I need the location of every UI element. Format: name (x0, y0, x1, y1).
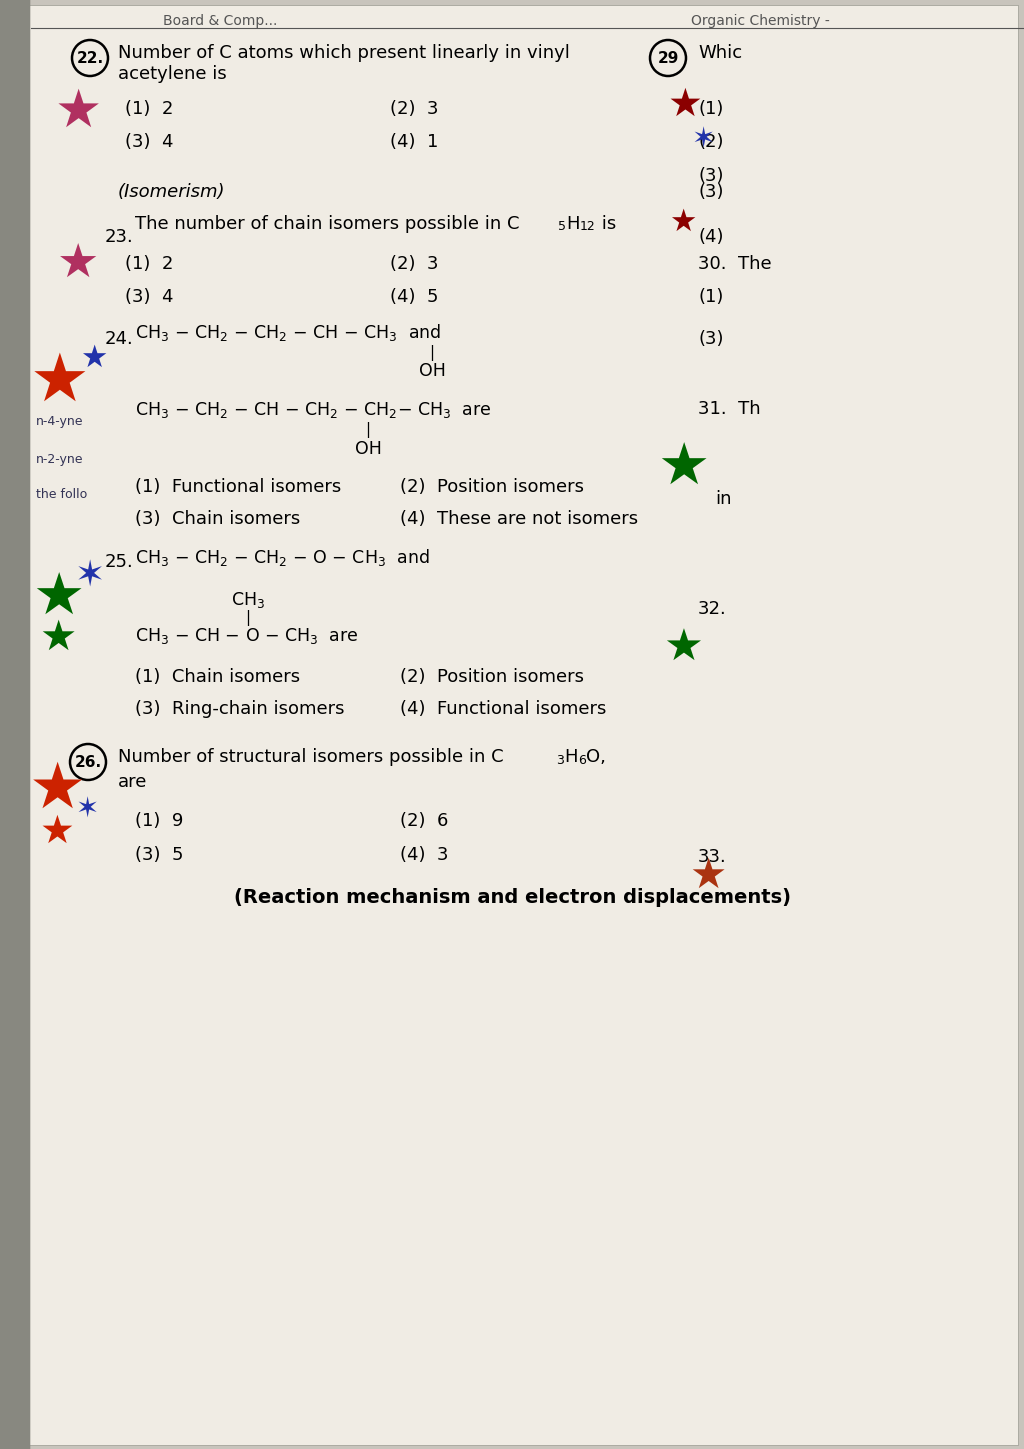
Text: ★: ★ (664, 626, 702, 669)
Text: (2)  3: (2) 3 (390, 255, 438, 272)
Text: (1): (1) (698, 100, 723, 117)
Text: 5: 5 (558, 220, 566, 233)
Text: 6: 6 (578, 753, 586, 767)
Text: Whic: Whic (698, 43, 742, 62)
Text: 24.: 24. (105, 330, 134, 348)
Text: (3)  4: (3) 4 (125, 288, 173, 306)
Text: 32.: 32. (698, 600, 727, 619)
FancyBboxPatch shape (28, 4, 1018, 1445)
Text: is: is (596, 214, 616, 233)
Text: (4)  These are not isomers: (4) These are not isomers (400, 510, 638, 527)
Text: 31.  Th: 31. Th (698, 400, 761, 417)
Text: |: | (366, 422, 371, 438)
Text: (2)  3: (2) 3 (390, 100, 438, 117)
Text: n-2-yne: n-2-yne (36, 454, 84, 467)
Text: CH$_3$: CH$_3$ (231, 590, 265, 610)
Text: ★: ★ (32, 569, 84, 626)
Text: (3)  Ring-chain isomers: (3) Ring-chain isomers (135, 700, 344, 719)
Text: ✶: ✶ (76, 796, 98, 824)
Text: 26.: 26. (75, 755, 101, 769)
Text: ★: ★ (29, 759, 86, 822)
Text: ✶: ✶ (691, 126, 715, 154)
Text: ★: ★ (668, 85, 702, 125)
Text: (4)  Functional isomers: (4) Functional isomers (400, 700, 606, 719)
Text: ★: ★ (30, 349, 90, 414)
Text: ✶: ✶ (75, 559, 105, 593)
Text: (3): (3) (698, 330, 724, 348)
Text: Number of structural isomers possible in C: Number of structural isomers possible in… (118, 748, 504, 767)
Text: 33.: 33. (698, 848, 727, 867)
Text: n-4-yne: n-4-yne (36, 414, 84, 427)
Text: the follo: the follo (36, 488, 87, 501)
Text: 3: 3 (556, 753, 564, 767)
Text: |: | (246, 610, 251, 626)
Text: ★: ★ (689, 855, 727, 897)
Text: (3): (3) (698, 183, 724, 201)
Text: (4)  1: (4) 1 (390, 133, 438, 151)
Text: (4)  5: (4) 5 (390, 288, 438, 306)
FancyBboxPatch shape (0, 0, 31, 1449)
Text: in: in (715, 490, 731, 509)
Text: (2): (2) (698, 133, 724, 151)
Text: OH: OH (354, 440, 381, 458)
Text: CH$_3$ $-$ CH $-$ O $-$ CH$_3$  are: CH$_3$ $-$ CH $-$ O $-$ CH$_3$ are (135, 626, 358, 646)
Text: ★: ★ (39, 617, 77, 659)
Text: (2)  Position isomers: (2) Position isomers (400, 478, 584, 496)
Text: 25.: 25. (105, 554, 134, 571)
Text: H: H (566, 214, 580, 233)
Text: ★: ★ (40, 813, 75, 851)
Text: (3)  4: (3) 4 (125, 133, 173, 151)
Text: ★: ★ (56, 242, 99, 287)
Text: (1)  2: (1) 2 (125, 100, 173, 117)
Text: (2)  6: (2) 6 (400, 811, 449, 830)
Text: (3): (3) (698, 167, 724, 185)
Text: (2)  Position isomers: (2) Position isomers (400, 668, 584, 685)
Text: O,: O, (586, 748, 606, 767)
Text: (1)  Chain isomers: (1) Chain isomers (135, 668, 300, 685)
Text: 12: 12 (580, 220, 596, 233)
Text: H: H (564, 748, 578, 767)
Text: acetylene is: acetylene is (118, 65, 226, 83)
Text: The number of chain isomers possible in C: The number of chain isomers possible in … (135, 214, 519, 233)
Text: Organic Chemistry -: Organic Chemistry - (690, 14, 829, 28)
Text: ★: ★ (54, 85, 101, 138)
Text: ★: ★ (656, 439, 710, 497)
Text: ★: ★ (80, 343, 108, 372)
Text: (Isomerism): (Isomerism) (118, 183, 225, 201)
Text: (Reaction mechanism and electron displacements): (Reaction mechanism and electron displac… (233, 888, 791, 907)
Text: 29: 29 (657, 51, 679, 65)
Text: (1)  2: (1) 2 (125, 255, 173, 272)
Text: CH$_3$ $-$ CH$_2$ $-$ CH $-$ CH$_2$ $-$ CH$_2$$-$ CH$_3$  are: CH$_3$ $-$ CH$_2$ $-$ CH $-$ CH$_2$ $-$ … (135, 400, 492, 420)
Text: 22.: 22. (77, 51, 103, 65)
Text: 23.: 23. (105, 227, 134, 246)
Text: (1)  9: (1) 9 (135, 811, 183, 830)
Text: Number of C atoms which present linearly in vinyl: Number of C atoms which present linearly… (118, 43, 570, 62)
Text: (3)  Chain isomers: (3) Chain isomers (135, 510, 300, 527)
Text: 30.  The: 30. The (698, 255, 772, 272)
Text: ★: ★ (670, 207, 696, 236)
Text: are: are (118, 772, 147, 791)
Text: Board & Comp...: Board & Comp... (163, 14, 278, 28)
Text: OH: OH (419, 362, 445, 380)
Text: CH$_3$ $-$ CH$_2$ $-$ CH$_2$ $-$ CH $-$ CH$_3$  and: CH$_3$ $-$ CH$_2$ $-$ CH$_2$ $-$ CH $-$ … (135, 322, 441, 343)
Text: |: | (429, 345, 434, 361)
Text: (3)  5: (3) 5 (135, 846, 183, 864)
Text: (4)  3: (4) 3 (400, 846, 449, 864)
Text: (4): (4) (698, 227, 724, 246)
Text: CH$_3$ $-$ CH$_2$ $-$ CH$_2$ $-$ O $-$ CH$_3$  and: CH$_3$ $-$ CH$_2$ $-$ CH$_2$ $-$ O $-$ C… (135, 548, 430, 568)
Text: (1): (1) (698, 288, 723, 306)
Text: (1)  Functional isomers: (1) Functional isomers (135, 478, 341, 496)
